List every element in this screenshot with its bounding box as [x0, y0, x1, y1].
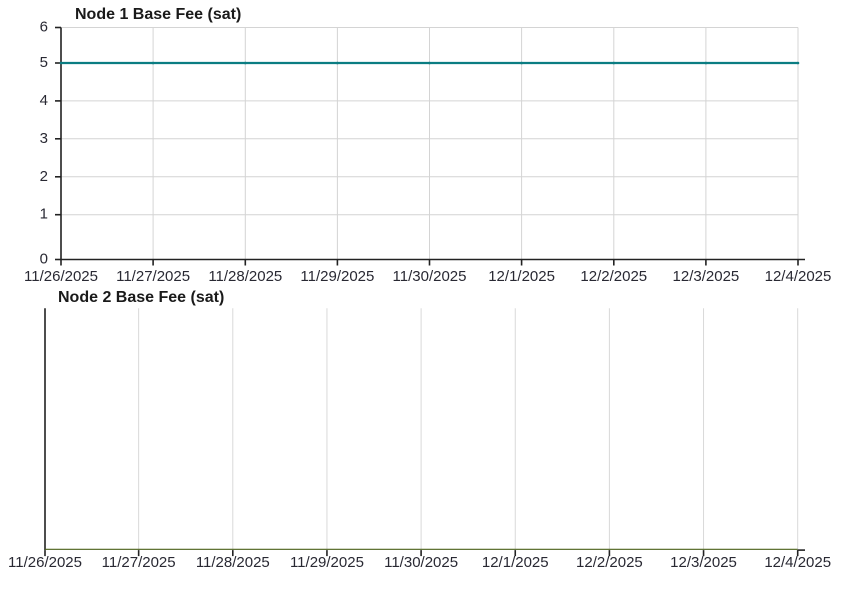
svg-text:2: 2 — [40, 168, 48, 185]
svg-text:11/28/2025: 11/28/2025 — [196, 554, 270, 571]
svg-text:Node 1 Base Fee (sat): Node 1 Base Fee (sat) — [75, 6, 241, 23]
svg-text:12/2/2025: 12/2/2025 — [576, 554, 643, 571]
svg-text:12/3/2025: 12/3/2025 — [673, 268, 740, 285]
svg-text:12/3/2025: 12/3/2025 — [670, 554, 737, 571]
svg-text:12/1/2025: 12/1/2025 — [482, 554, 549, 571]
svg-text:4: 4 — [40, 92, 48, 109]
svg-text:1: 1 — [40, 206, 48, 223]
svg-text:0: 0 — [40, 251, 48, 268]
svg-text:11/26/2025: 11/26/2025 — [8, 554, 82, 571]
svg-text:3: 3 — [40, 130, 48, 147]
svg-text:11/30/2025: 11/30/2025 — [384, 554, 458, 571]
svg-text:11/27/2025: 11/27/2025 — [102, 554, 176, 571]
svg-text:11/29/2025: 11/29/2025 — [290, 554, 364, 571]
svg-text:12/2/2025: 12/2/2025 — [580, 268, 647, 285]
svg-text:11/29/2025: 11/29/2025 — [300, 268, 374, 285]
svg-text:11/28/2025: 11/28/2025 — [208, 268, 282, 285]
svg-text:12/4/2025: 12/4/2025 — [765, 268, 832, 285]
svg-text:Node 2 Base Fee (sat): Node 2 Base Fee (sat) — [58, 289, 224, 306]
svg-text:12/1/2025: 12/1/2025 — [488, 268, 555, 285]
svg-text:5: 5 — [40, 54, 48, 71]
svg-text:11/26/2025: 11/26/2025 — [24, 268, 98, 285]
svg-text:12/4/2025: 12/4/2025 — [764, 554, 831, 571]
svg-text:6: 6 — [40, 19, 48, 36]
svg-text:11/30/2025: 11/30/2025 — [393, 268, 467, 285]
svg-text:11/27/2025: 11/27/2025 — [116, 268, 190, 285]
